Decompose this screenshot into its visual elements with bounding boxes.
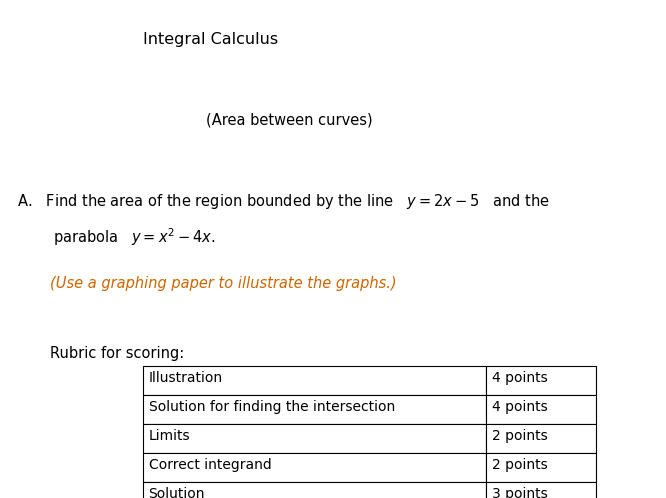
Text: Rubric for scoring:: Rubric for scoring:: [50, 346, 184, 361]
Text: 3 points: 3 points: [492, 487, 547, 498]
Bar: [486, 366, 596, 395]
Text: 4 points: 4 points: [492, 400, 547, 414]
Bar: [486, 424, 596, 453]
Text: Limits: Limits: [149, 429, 190, 443]
Bar: [143, 424, 486, 453]
Text: parabola   $y = x^2 - 4x$.: parabola $y = x^2 - 4x$.: [53, 227, 216, 249]
Text: (Use a graphing paper to illustrate the graphs.): (Use a graphing paper to illustrate the …: [50, 276, 396, 291]
Bar: [143, 482, 486, 498]
Bar: [143, 366, 486, 395]
Bar: [486, 395, 596, 424]
Text: (Area between curves): (Area between curves): [206, 112, 373, 127]
Bar: [143, 395, 486, 424]
Text: 2 points: 2 points: [492, 458, 547, 472]
Bar: [486, 453, 596, 482]
Text: 4 points: 4 points: [492, 371, 547, 385]
Text: 2 points: 2 points: [492, 429, 547, 443]
Text: Correct integrand: Correct integrand: [149, 458, 271, 472]
Text: Solution: Solution: [149, 487, 205, 498]
Bar: [486, 482, 596, 498]
Text: Solution for finding the intersection: Solution for finding the intersection: [149, 400, 395, 414]
Text: A.   Find the area of the region bounded by the line   $y = 2x - 5$   and the: A. Find the area of the region bounded b…: [17, 192, 549, 211]
Text: Integral Calculus: Integral Calculus: [143, 32, 278, 47]
Text: Illustration: Illustration: [149, 371, 222, 385]
Bar: [143, 453, 486, 482]
